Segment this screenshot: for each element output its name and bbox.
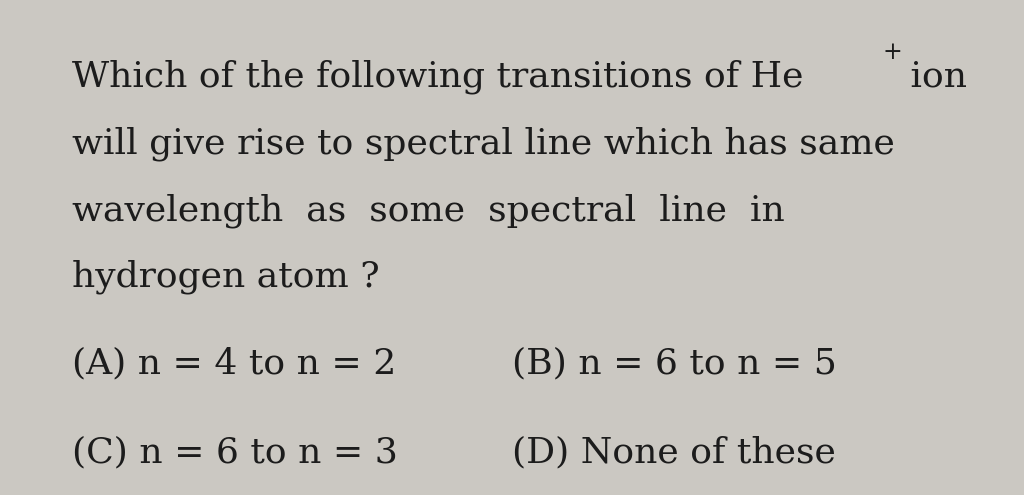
Text: Which of the following transitions of He: Which of the following transitions of He xyxy=(72,59,803,94)
Text: will give rise to spectral line which has same: will give rise to spectral line which ha… xyxy=(72,126,895,161)
Text: (A) n = 4 to n = 2: (A) n = 4 to n = 2 xyxy=(72,346,396,381)
Text: (D) None of these: (D) None of these xyxy=(512,436,836,470)
Text: (B) n = 6 to n = 5: (B) n = 6 to n = 5 xyxy=(512,346,837,381)
Text: (C) n = 6 to n = 3: (C) n = 6 to n = 3 xyxy=(72,436,397,470)
Text: hydrogen atom ?: hydrogen atom ? xyxy=(72,260,379,295)
Text: +: + xyxy=(883,41,902,63)
Text: ion: ion xyxy=(899,59,967,94)
Text: wavelength  as  some  spectral  line  in: wavelength as some spectral line in xyxy=(72,193,784,228)
